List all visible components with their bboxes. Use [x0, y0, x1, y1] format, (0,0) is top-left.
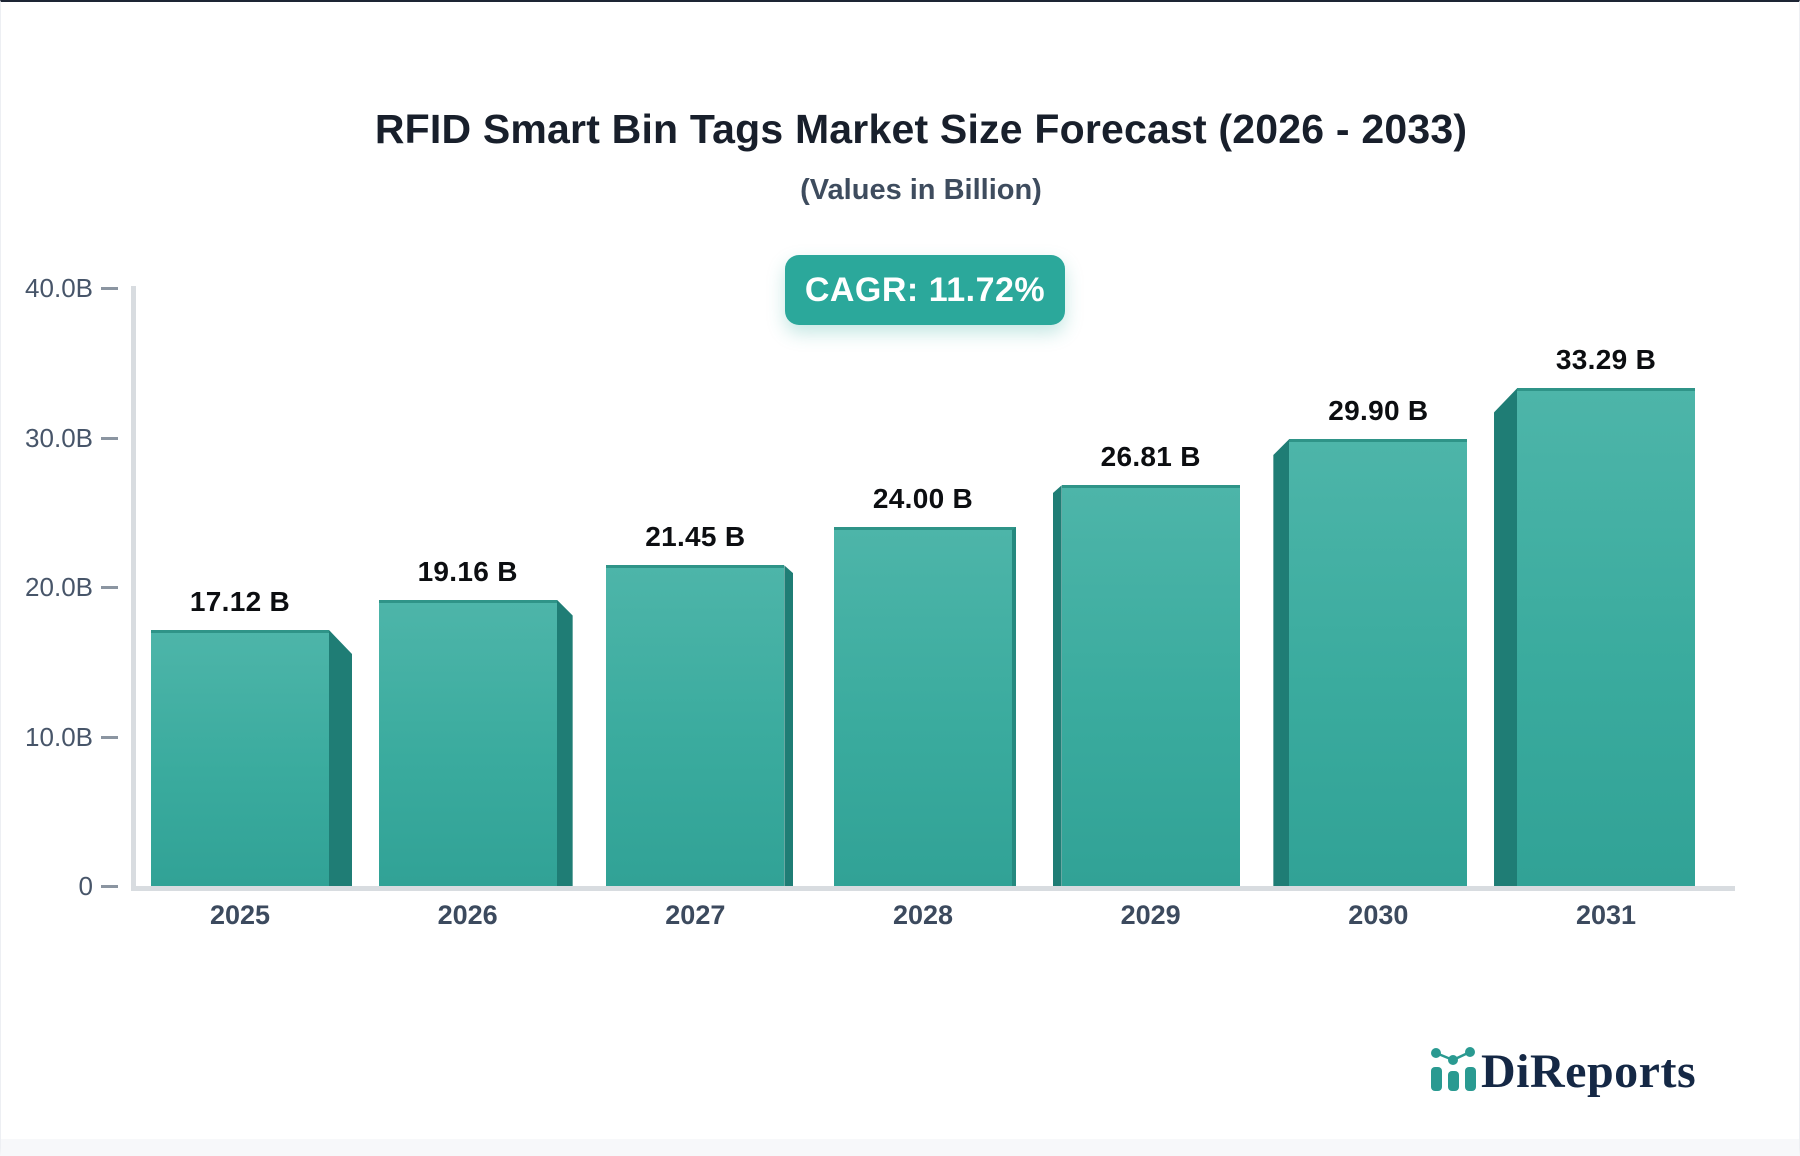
y-axis-tick-label: 20.0B [25, 572, 93, 602]
bar-2026 [378, 599, 557, 886]
y-axis-tick-mark [101, 436, 118, 440]
bar-2028 [834, 527, 1016, 886]
y-axis-tick-label: 40.0B [25, 273, 93, 303]
x-axis-label-2030: 2030 [1348, 900, 1409, 930]
y-axis-tick-label: 10.0B [25, 721, 93, 752]
x-axis-label-2031: 2031 [1575, 900, 1637, 930]
bar-value-label: 29.90 B [1328, 394, 1429, 426]
bar-side-panel [1273, 438, 1290, 886]
x-axis-label-2025: 2025 [209, 900, 271, 930]
x-axis-label-2028: 2028 [892, 900, 954, 930]
y-axis-tick-label: 30.0B [25, 422, 93, 453]
x-axis-label-2026: 2026 [437, 900, 498, 930]
bar-2031 [1517, 388, 1696, 886]
y-axis-tick-mark [101, 586, 118, 589]
bar-value-label: 33.29 B [1555, 344, 1657, 376]
bar-side-panel [556, 599, 573, 886]
y-axis-tick-mark [101, 287, 118, 290]
x-axis-label-2029: 2029 [1120, 900, 1181, 930]
x-axis-line [131, 886, 1735, 891]
brand-logo: DiReports [1429, 1042, 1709, 1104]
bar-side-panel [329, 630, 352, 886]
mini-bar-chart-icon [1431, 1047, 1476, 1091]
bar-2027 [606, 565, 785, 886]
x-axis-label-2027: 2027 [665, 900, 726, 930]
bar-side-panel [1052, 485, 1062, 886]
bar-value-label: 26.81 B [1100, 441, 1201, 473]
y-axis-tick-mark [101, 885, 118, 888]
y-axis-line [131, 286, 136, 891]
brand-logo-text: DiReports [1481, 1045, 1697, 1098]
bar-value-label: 24.00 B [872, 483, 974, 515]
cagr-badge: CAGR: 11.72% [785, 255, 1065, 325]
y-axis-tick-mark [101, 735, 118, 739]
page-title: RFID Smart Bin Tags Market Size Forecast… [374, 106, 1468, 152]
bar-value-label: 21.45 B [645, 521, 746, 553]
bar-value-label: 19.16 B [417, 555, 518, 587]
y-axis-tick-label: 0 [78, 871, 93, 901]
bar-2029 [1061, 485, 1240, 886]
page-subtitle: (Values in Billion) [800, 174, 1042, 206]
bar-value-label: 17.12 B [189, 586, 291, 618]
bar-side-panel [1494, 388, 1518, 886]
bar-2030 [1289, 438, 1468, 886]
bar-2025 [151, 630, 329, 886]
bar-side-panel [784, 565, 794, 886]
